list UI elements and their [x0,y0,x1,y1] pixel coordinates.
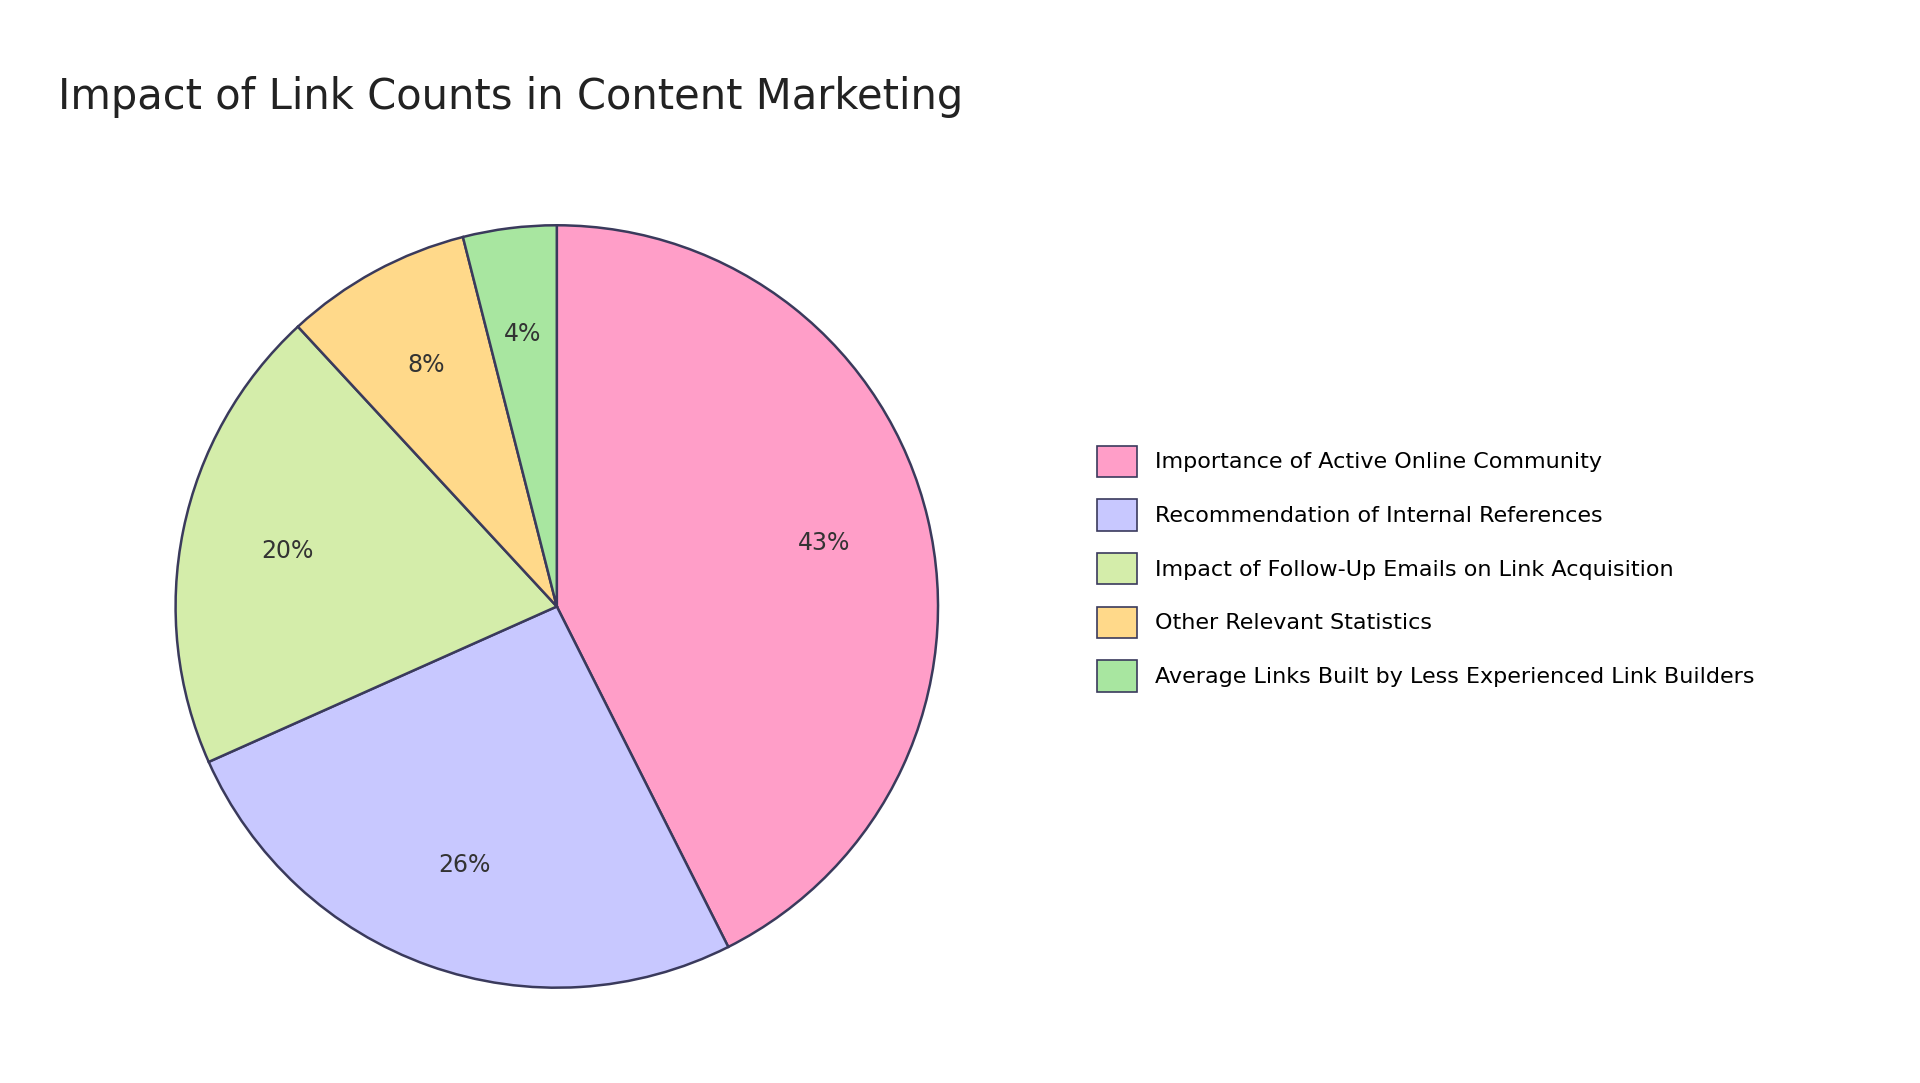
Text: Impact of Link Counts in Content Marketing: Impact of Link Counts in Content Marketi… [58,76,962,118]
Text: 26%: 26% [438,853,492,877]
Wedge shape [298,237,557,606]
Text: 8%: 8% [407,353,445,377]
Wedge shape [175,327,557,762]
Wedge shape [463,225,557,606]
Text: 43%: 43% [797,531,851,554]
Text: 20%: 20% [261,539,315,563]
Wedge shape [557,225,939,947]
Wedge shape [209,606,728,988]
Text: 4%: 4% [505,322,541,347]
Legend: Importance of Active Online Community, Recommendation of Internal References, Im: Importance of Active Online Community, R… [1087,434,1766,703]
